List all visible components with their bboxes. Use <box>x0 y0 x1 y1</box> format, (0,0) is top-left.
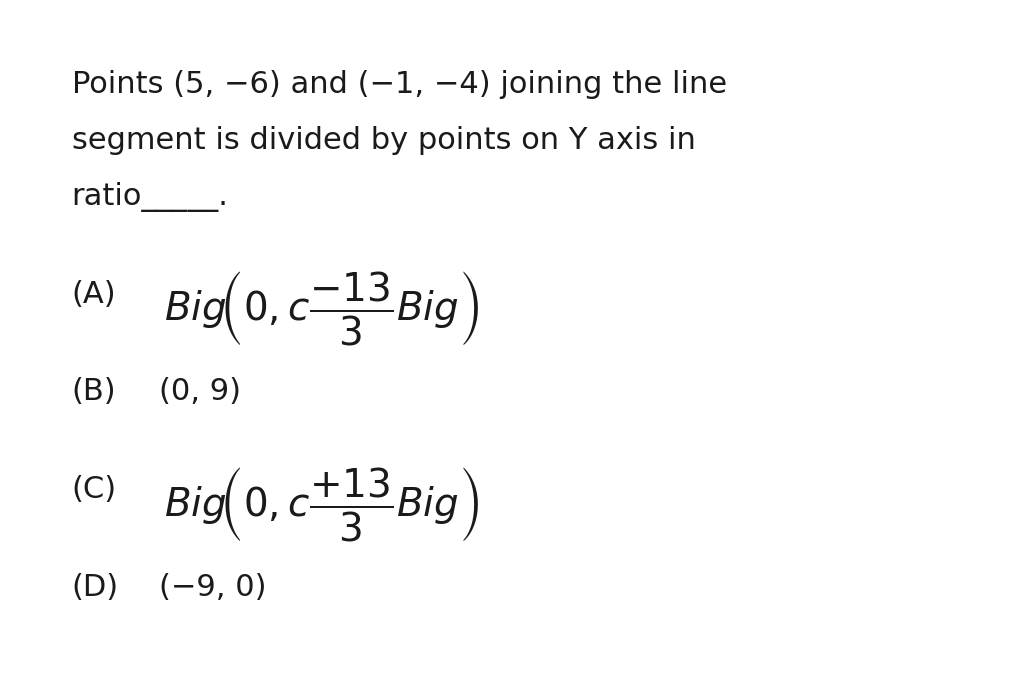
Text: $\mathit{Big}\!\left(0,c\dfrac{+13}{3}\mathit{Big}\right)$: $\mathit{Big}\!\left(0,c\dfrac{+13}{3}\m… <box>164 465 479 543</box>
Text: (−9, 0): (−9, 0) <box>159 573 266 602</box>
Text: segment is divided by points on Y axis in: segment is divided by points on Y axis i… <box>72 126 695 154</box>
Text: (A): (A) <box>72 280 117 308</box>
Text: ratio_____.: ratio_____. <box>72 182 228 212</box>
Text: Points (5, −6) and (−1, −4) joining the line: Points (5, −6) and (−1, −4) joining the … <box>72 70 727 99</box>
Text: (C): (C) <box>72 475 117 504</box>
Text: (0, 9): (0, 9) <box>159 377 241 406</box>
Text: (B): (B) <box>72 377 117 406</box>
Text: (D): (D) <box>72 573 119 602</box>
Text: $\mathit{Big}\!\left(0,c\dfrac{-13}{3}\mathit{Big}\right)$: $\mathit{Big}\!\left(0,c\dfrac{-13}{3}\m… <box>164 269 479 347</box>
